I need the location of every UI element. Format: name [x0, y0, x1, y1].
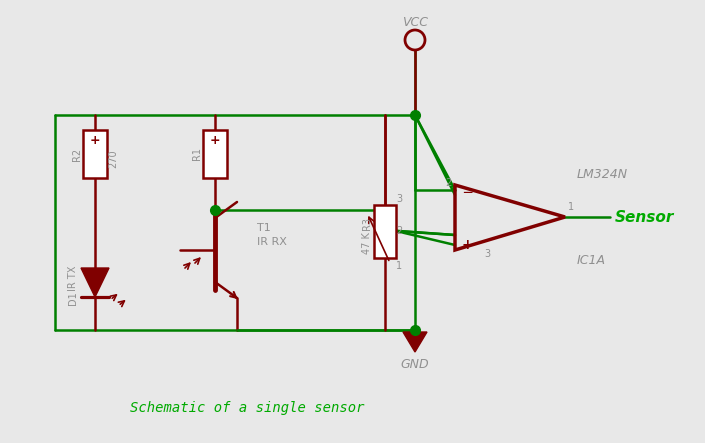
Text: D1: D1: [68, 291, 78, 305]
Text: VCC: VCC: [402, 16, 428, 28]
Text: 2: 2: [446, 178, 452, 188]
Text: IR RX: IR RX: [257, 237, 287, 247]
Text: 270: 270: [108, 150, 118, 168]
Polygon shape: [81, 268, 109, 297]
Bar: [203, 130, 227, 178]
Polygon shape: [403, 332, 427, 352]
Text: 1: 1: [568, 202, 574, 212]
Text: 3: 3: [484, 249, 490, 259]
Text: +: +: [461, 238, 473, 252]
Text: 47 K: 47 K: [362, 232, 372, 254]
Bar: [374, 205, 396, 258]
Text: R2: R2: [72, 148, 82, 160]
Text: Schematic of a single sensor: Schematic of a single sensor: [130, 401, 364, 415]
Text: R1: R1: [192, 148, 202, 160]
Text: Sensor: Sensor: [615, 210, 675, 225]
Text: +: +: [209, 133, 220, 147]
Text: LM324N: LM324N: [577, 168, 628, 182]
Text: R3: R3: [362, 217, 372, 229]
Text: 1: 1: [396, 261, 402, 271]
Text: T1: T1: [257, 223, 271, 233]
Text: 2: 2: [396, 226, 402, 236]
Text: 3: 3: [396, 194, 402, 204]
Text: IC1A: IC1A: [577, 253, 606, 267]
Text: ─: ─: [462, 186, 471, 200]
Bar: [83, 130, 107, 178]
Text: GND: GND: [400, 358, 429, 372]
Text: IR TX: IR TX: [68, 265, 78, 291]
Text: +: +: [90, 133, 100, 147]
